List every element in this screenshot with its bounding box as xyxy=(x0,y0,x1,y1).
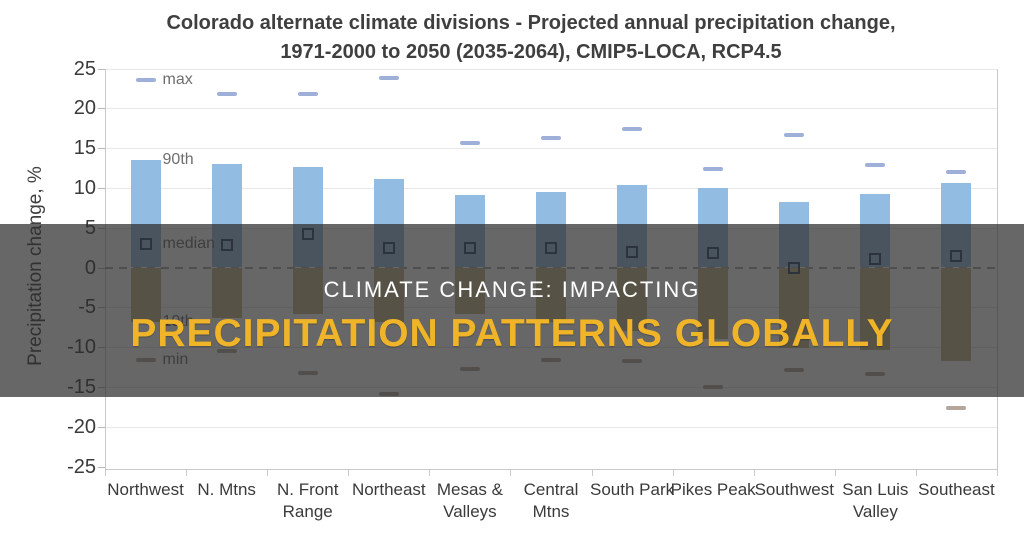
marker-max-5 xyxy=(541,135,561,140)
x-category-label-2: N. Front Range xyxy=(277,480,339,521)
gridline-15 xyxy=(105,148,997,150)
banner-headline-line1: CLIMATE CHANGE: IMPACTING xyxy=(323,277,701,302)
series-label-max: max xyxy=(162,70,193,88)
banner-headline-line2: PRECIPITATION PATTERNS GLOBALLY xyxy=(130,312,894,355)
x-category-label-7: Pikes Peak xyxy=(670,480,756,499)
x-tick-mark-1 xyxy=(186,469,188,476)
banner-overlay-band xyxy=(0,224,1024,397)
y-tick-label--25: -25 xyxy=(67,455,96,478)
y-tick-mark--25 xyxy=(98,466,105,468)
y-tick-mark-15 xyxy=(98,148,105,150)
x-tick-mark-11 xyxy=(997,469,998,476)
marker-max-8 xyxy=(784,133,805,138)
x-tick-mark-5 xyxy=(510,469,512,476)
y-tick-label-20: 20 xyxy=(73,97,96,120)
marker-max-2 xyxy=(297,91,318,96)
x-axis-line xyxy=(105,469,997,470)
x-tick-mark-8 xyxy=(753,469,755,476)
gridline--20 xyxy=(105,426,997,428)
x-tick-mark-7 xyxy=(672,469,674,476)
y-tick-mark--20 xyxy=(98,426,105,428)
marker-max-4 xyxy=(459,141,480,146)
marker-max-3 xyxy=(378,76,399,81)
y-tick-label--20: -20 xyxy=(67,415,96,438)
marker-min-10 xyxy=(946,405,967,410)
y-tick-label-10: 10 xyxy=(73,176,96,199)
y-tick-mark-25 xyxy=(98,68,105,70)
gridline-25 xyxy=(105,68,997,70)
y-tick-label-25: 25 xyxy=(73,57,96,80)
x-category-label-6: South Park xyxy=(590,480,675,499)
marker-max-9 xyxy=(865,162,886,167)
x-tick-mark-4 xyxy=(429,469,431,476)
x-category-label-10: Southeast xyxy=(918,480,995,499)
marker-max-6 xyxy=(622,126,643,131)
x-category-label-8: Southwest xyxy=(754,480,834,499)
gridline-20 xyxy=(105,108,997,110)
x-category-label-5: Central Mtns xyxy=(523,480,579,521)
y-tick-mark-10 xyxy=(98,187,105,189)
y-tick-label-15: 15 xyxy=(73,137,96,160)
x-tick-mark-3 xyxy=(348,469,350,476)
chart-title-line1: Colorado alternate climate divisions - P… xyxy=(166,12,896,34)
y-tick-mark-20 xyxy=(98,108,105,110)
x-tick-mark-10 xyxy=(915,469,917,476)
x-category-label-3: Northeast xyxy=(351,480,426,499)
x-category-label-9: San Luis Valley xyxy=(842,480,909,521)
x-tick-mark-2 xyxy=(267,469,269,476)
gridline-10 xyxy=(105,187,997,189)
marker-max-0 xyxy=(135,77,156,82)
x-tick-mark-6 xyxy=(591,469,593,476)
x-category-label-0: Northwest xyxy=(107,480,184,499)
x-category-label-1: N. Mtns xyxy=(197,480,256,499)
chart-title: Colorado alternate climate divisions - P… xyxy=(39,9,1023,67)
x-tick-mark-9 xyxy=(834,469,836,476)
x-tick-mark-0 xyxy=(105,469,106,476)
marker-max-1 xyxy=(216,91,237,96)
marker-max-7 xyxy=(703,166,724,171)
chart-title-line2: 1971-2000 to 2050 (2035-2064), CMIP5-LOC… xyxy=(280,41,782,63)
marker-max-10 xyxy=(946,169,967,174)
series-label-90th: 90th xyxy=(162,151,194,169)
x-category-label-4: Mesas & Valleys xyxy=(436,480,503,521)
